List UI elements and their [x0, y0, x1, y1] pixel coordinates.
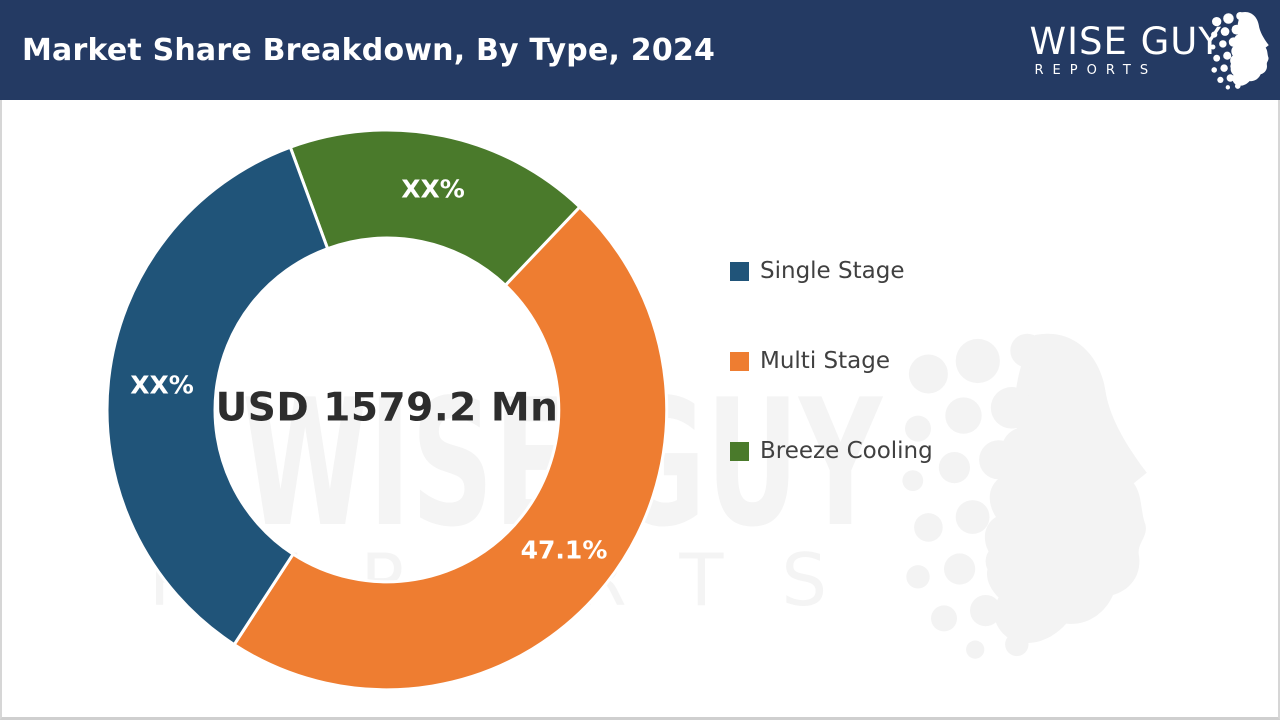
legend-label: Multi Stage — [760, 348, 890, 374]
legend-item-multi-stage: Multi Stage — [730, 347, 890, 375]
brand-logo: WISE GUY REPORTS — [1030, 11, 1270, 90]
brand-subtitle: REPORTS — [1034, 63, 1158, 78]
donut-slice-multi-stage — [232, 205, 669, 692]
slice-label-breeze-cooling: XX% — [401, 174, 465, 204]
donut-slice-single-stage — [105, 145, 330, 647]
slice-label-single-stage: XX% — [130, 370, 194, 400]
legend-label: Breeze Cooling — [760, 438, 933, 464]
legend-swatch-icon — [730, 261, 749, 281]
legend-label: Single Stage — [760, 258, 905, 284]
slice-label-multi-stage: 47.1% — [520, 535, 608, 565]
page-title: Market Share Breakdown, By Type, 2024 — [22, 32, 716, 68]
brand-face-icon — [1210, 11, 1269, 89]
legend-swatch-icon — [730, 441, 749, 461]
donut-chart — [105, 128, 669, 692]
donut-slice-breeze-cooling — [288, 128, 582, 287]
legend-item-breeze-cooling: Breeze Cooling — [730, 437, 933, 465]
brand-name: WISE GUY — [1029, 20, 1222, 63]
legend-swatch-icon — [730, 351, 749, 371]
header-bar: Market Share Breakdown, By Type, 2024 WI… — [0, 0, 1280, 100]
chart-area: WISE GUY REPORTS XX%47.1%XX% USD 1579.2 … — [0, 100, 1280, 720]
legend-item-single-stage: Single Stage — [730, 257, 904, 285]
chart-center-value: USD 1579.2 Mn — [215, 385, 559, 431]
